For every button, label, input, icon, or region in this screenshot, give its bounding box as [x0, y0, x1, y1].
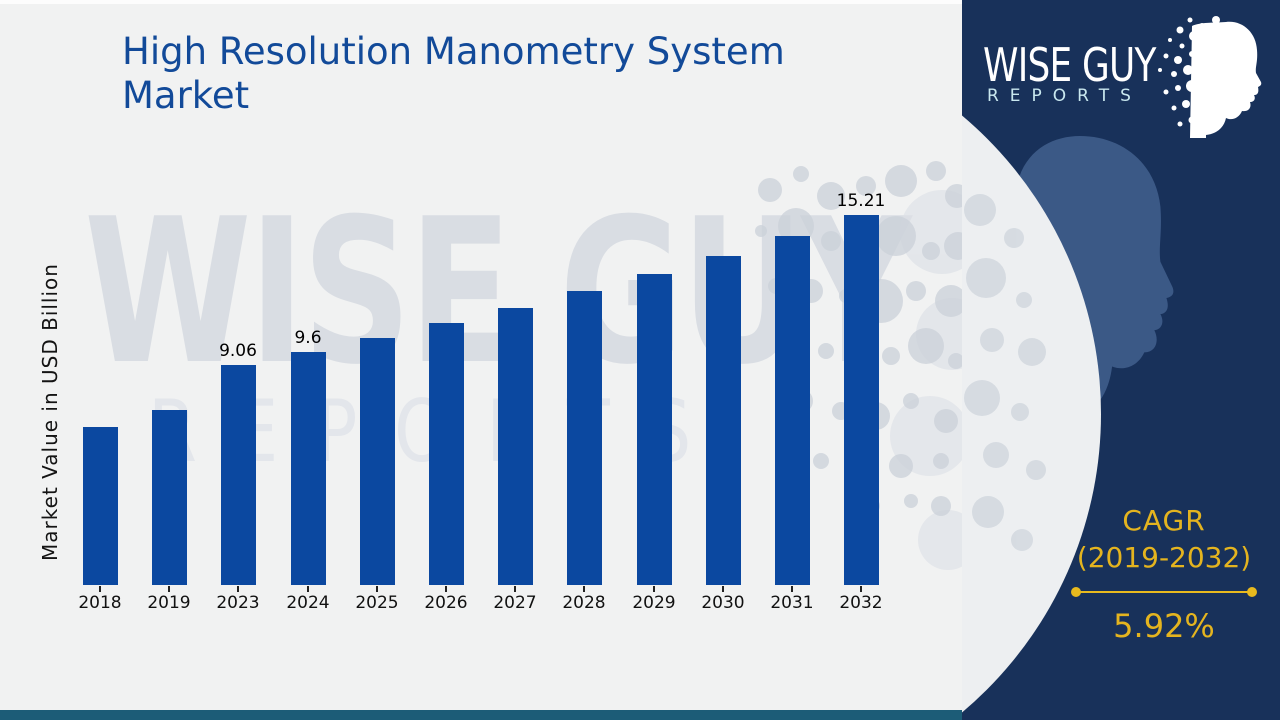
- x-tick-label: 2028: [562, 593, 606, 613]
- cagr-divider-line: [1071, 587, 1257, 597]
- bar-2031: [774, 236, 810, 585]
- cagr-value: 5.92%: [1113, 607, 1215, 645]
- x-tick: [653, 586, 655, 592]
- x-tick-label: 2029: [632, 593, 676, 613]
- page-title: High Resolution Manometry System Market: [122, 30, 785, 117]
- bar-2032: [843, 215, 879, 585]
- bar-value-label: 9.06: [219, 341, 257, 361]
- bar-2026: [428, 323, 464, 585]
- bar-2028: [566, 291, 602, 585]
- brand-panel: WISE GUY REPORTS CAGR (2019-2032) 5.92%: [962, 0, 1280, 720]
- x-tick: [307, 586, 309, 592]
- x-tick-label: 2027: [493, 593, 537, 613]
- x-tick: [583, 586, 585, 592]
- x-tick: [99, 586, 101, 592]
- bar-2027: [497, 308, 533, 585]
- brand-logo: WISE GUY REPORTS: [962, 0, 1280, 150]
- x-tick-label: 2024: [286, 593, 330, 613]
- x-tick: [445, 586, 447, 592]
- bar-2030: [705, 256, 741, 585]
- x-tick: [514, 586, 516, 592]
- x-tick-label: 2019: [147, 593, 191, 613]
- bar-value-label: 9.6: [294, 328, 322, 348]
- bottom-teal-strip: [0, 710, 962, 720]
- cagr-range: (2019-2032): [1076, 541, 1252, 574]
- x-tick: [722, 586, 724, 592]
- bar-2019: [151, 410, 187, 585]
- brand-tagline: REPORTS: [987, 86, 1142, 106]
- brand-name: WISE GUY: [983, 38, 1156, 92]
- x-tick: [860, 586, 862, 592]
- x-tick-label: 2026: [424, 593, 468, 613]
- x-tick: [791, 586, 793, 592]
- x-tick-label: 2018: [78, 593, 122, 613]
- bar-2025: [359, 338, 395, 585]
- brand-face-icon: [1158, 16, 1262, 138]
- bar-2024: [290, 352, 326, 585]
- x-tick-label: 2030: [701, 593, 745, 613]
- bar-value-label: 15.21: [836, 191, 886, 211]
- y-axis-label: Market Value in USD Billion: [38, 263, 62, 561]
- x-tick: [376, 586, 378, 592]
- cagr-block: CAGR (2019-2032) 5.92%: [1054, 503, 1274, 645]
- bar-2018: [82, 427, 118, 585]
- x-tick-label: 2032: [839, 593, 883, 613]
- top-white-strip: [0, 0, 962, 4]
- bar-2023: [220, 365, 256, 585]
- x-tick-label: 2025: [355, 593, 399, 613]
- x-tick: [237, 586, 239, 592]
- x-tick-label: 2031: [770, 593, 814, 613]
- x-tick: [168, 586, 170, 592]
- bar-2029: [636, 274, 672, 585]
- x-tick-label: 2023: [216, 593, 260, 613]
- cagr-heading: CAGR: [1122, 504, 1206, 537]
